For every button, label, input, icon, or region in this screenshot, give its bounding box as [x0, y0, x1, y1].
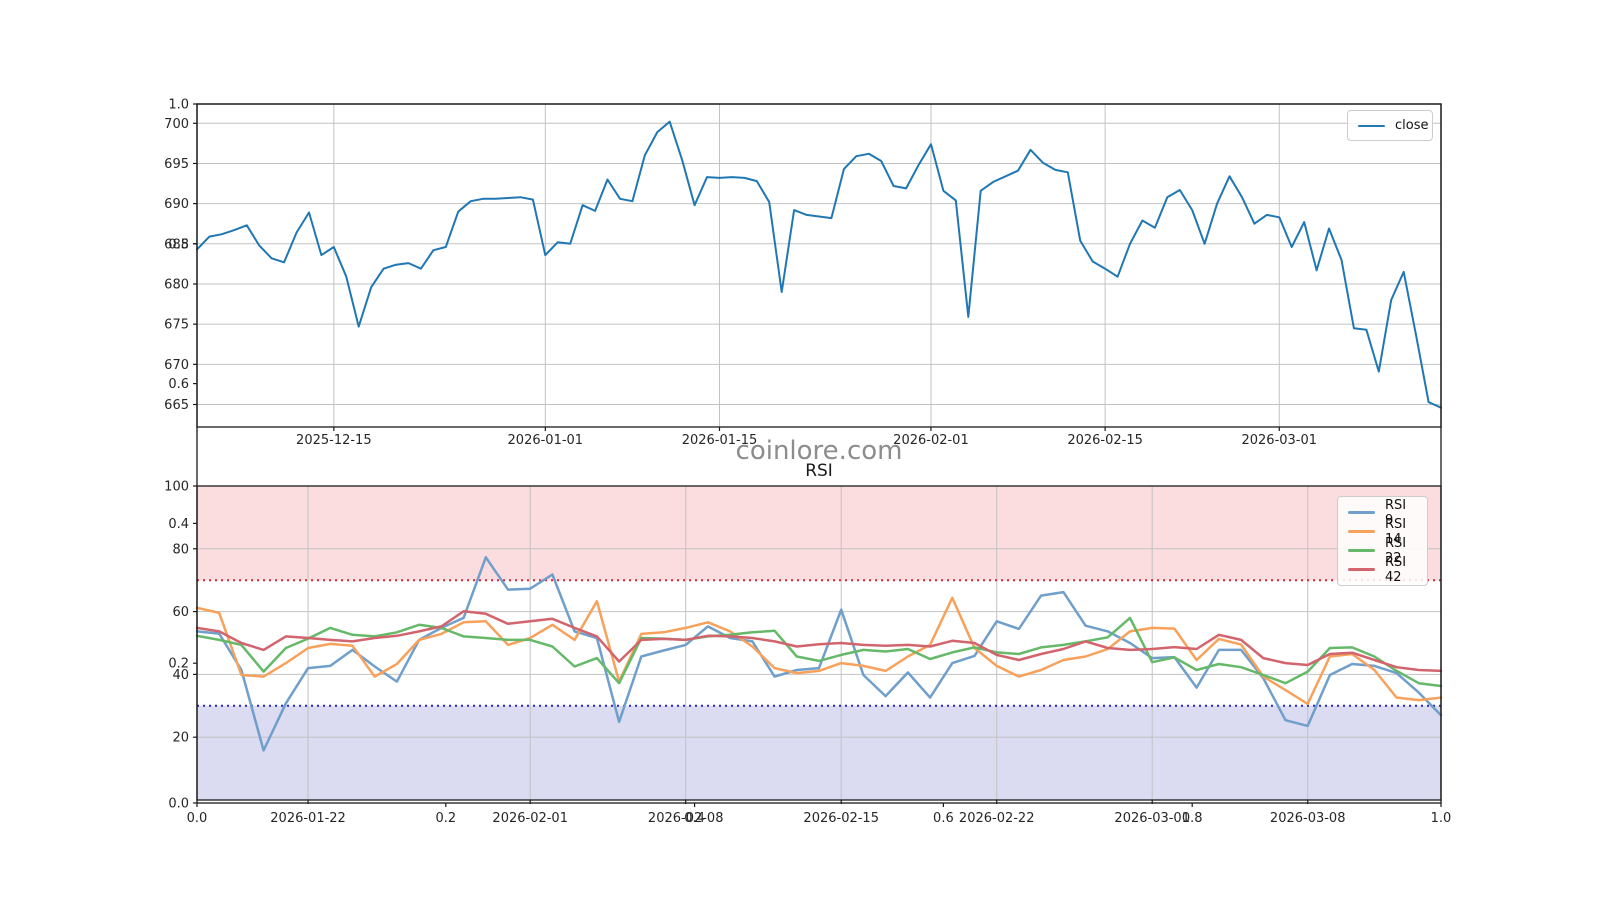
svg-text:2026-01-22: 2026-01-22: [270, 811, 346, 826]
rsi42-legend-label: RSI 42: [1385, 554, 1407, 585]
rsi14-line-swatch: [1348, 530, 1375, 533]
svg-text:2026-02-08: 2026-02-08: [648, 811, 724, 826]
rsi14-legend-label: RSI 14: [1385, 516, 1407, 547]
svg-text:2026-02-15: 2026-02-15: [1067, 433, 1143, 448]
svg-text:685: 685: [164, 237, 189, 252]
svg-text:0.4: 0.4: [684, 811, 705, 826]
close-legend-label: close: [1395, 118, 1429, 133]
svg-text:670: 670: [164, 358, 189, 373]
svg-text:2026-01-01: 2026-01-01: [508, 433, 584, 448]
rsi-legend-item: RSI 9: [1348, 498, 1417, 528]
rsi9-legend-label: RSI 9: [1385, 497, 1407, 528]
svg-text:0.8: 0.8: [1182, 811, 1203, 826]
rsi-legend-item: RSI 42: [1348, 555, 1417, 585]
svg-text:2026-02-22: 2026-02-22: [959, 811, 1035, 826]
svg-text:2026-02-01: 2026-02-01: [492, 811, 568, 826]
svg-text:20: 20: [172, 731, 189, 746]
svg-text:2026-03-01: 2026-03-01: [1241, 433, 1317, 448]
svg-text:0.6: 0.6: [168, 377, 189, 392]
svg-text:100: 100: [164, 480, 189, 495]
svg-text:680: 680: [164, 277, 189, 292]
svg-text:2026-03-08: 2026-03-08: [1270, 811, 1346, 826]
svg-text:0.2: 0.2: [168, 657, 189, 672]
svg-text:60: 60: [172, 605, 189, 620]
svg-text:0.0: 0.0: [168, 797, 189, 812]
rsi-legend-item: RSI 22: [1348, 536, 1417, 566]
price-legend: close: [1347, 110, 1433, 141]
svg-text:700: 700: [164, 117, 189, 132]
svg-text:2026-02-15: 2026-02-15: [803, 811, 879, 826]
svg-text:665: 665: [164, 398, 189, 413]
rsi9-line-swatch: [1348, 511, 1375, 514]
svg-text:40: 40: [172, 668, 189, 683]
rsi22-line-swatch: [1348, 549, 1375, 552]
svg-text:1.0: 1.0: [1431, 811, 1452, 826]
svg-text:0.6: 0.6: [933, 811, 954, 826]
svg-text:0.2: 0.2: [435, 811, 456, 826]
svg-text:675: 675: [164, 318, 189, 333]
svg-text:690: 690: [164, 197, 189, 212]
svg-text:695: 695: [164, 157, 189, 172]
svg-text:0.0: 0.0: [187, 811, 208, 826]
svg-text:2026-01-15: 2026-01-15: [682, 433, 758, 448]
close-line-swatch: [1358, 124, 1385, 127]
rsi22-legend-label: RSI 22: [1385, 535, 1407, 566]
rsi-legend-item: RSI 14: [1348, 517, 1417, 547]
rsi-legend: RSI 9 RSI 14 RSI 22 RSI 42: [1337, 496, 1428, 586]
svg-text:2026-02-01: 2026-02-01: [893, 433, 969, 448]
rsi42-line-swatch: [1348, 568, 1375, 571]
svg-text:0.8: 0.8: [168, 237, 189, 252]
watermark: coinlore.com: [735, 435, 903, 466]
rsi-panel-title: RSI: [805, 461, 833, 481]
svg-text:2025-12-15: 2025-12-15: [296, 433, 372, 448]
svg-text:80: 80: [172, 542, 189, 557]
svg-text:2026-03-01: 2026-03-01: [1114, 811, 1190, 826]
svg-text:0.4: 0.4: [168, 517, 189, 532]
svg-text:1.0: 1.0: [168, 98, 189, 113]
